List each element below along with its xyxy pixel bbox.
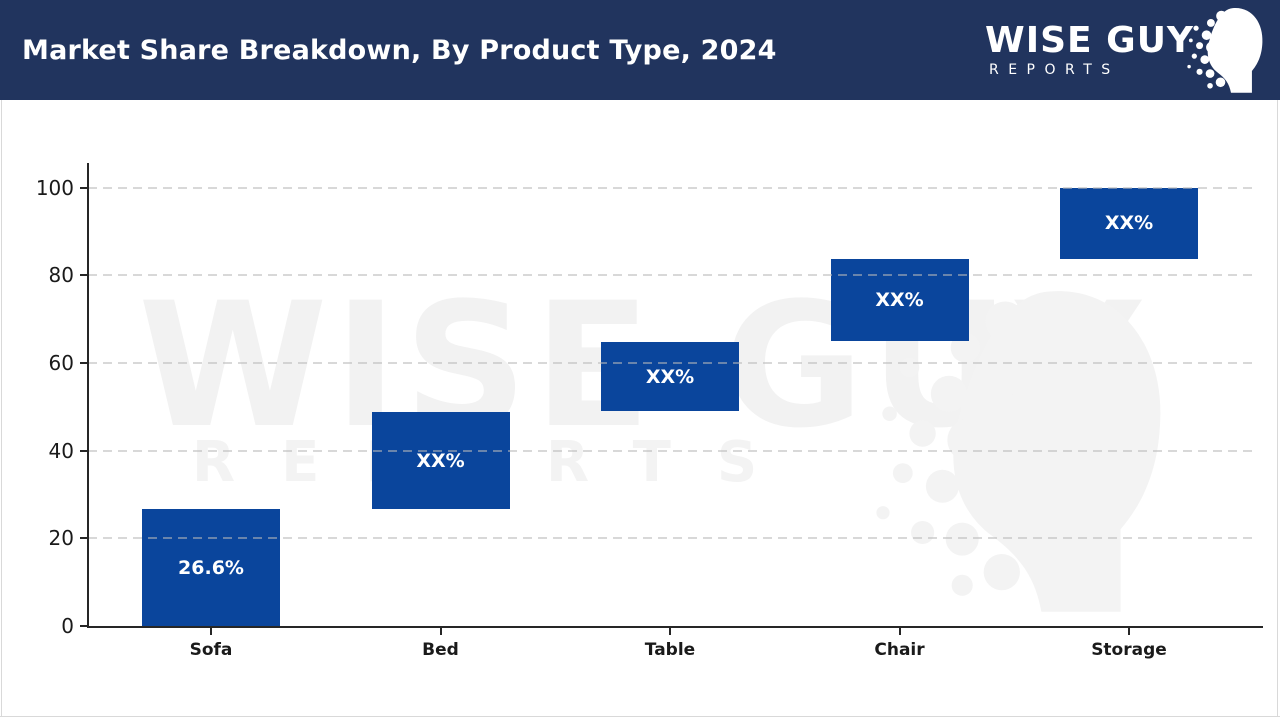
grid-line <box>88 361 1253 364</box>
bar-label: XX% <box>645 365 695 388</box>
x-tick-mark <box>210 628 212 635</box>
brand-logo-text: WISE GUY REPORTS <box>984 19 1194 78</box>
x-tick-label: Bed <box>422 640 459 660</box>
bar <box>371 412 510 510</box>
page-title: Market Share Breakdown, By Product Type,… <box>22 34 777 66</box>
bar-label: XX% <box>1104 212 1154 235</box>
bar-label: 26.6% <box>178 556 244 579</box>
y-tick-mark <box>80 186 87 189</box>
bar <box>1060 187 1198 259</box>
grid-line <box>88 274 1253 277</box>
y-tick-mark <box>80 361 87 364</box>
x-tick-mark <box>439 628 442 635</box>
frame-right-border <box>1277 100 1278 716</box>
bar-label: XX% <box>416 449 465 472</box>
grid-line <box>88 537 1253 540</box>
x-tick-label: Sofa <box>189 640 233 660</box>
y-tick-mark <box>80 449 87 452</box>
y-tick-label: 100 <box>35 175 74 200</box>
y-tick-mark <box>80 537 87 540</box>
logo-head-icon <box>1187 7 1263 93</box>
y-tick-label: 20 <box>48 526 74 551</box>
frame-left-border <box>1 100 2 716</box>
y-tick-label: 0 <box>61 614 74 638</box>
brand-subname: REPORTS <box>988 61 1120 78</box>
x-tick-label: Storage <box>1091 640 1167 660</box>
x-tick-mark <box>1128 628 1130 635</box>
y-tick-mark <box>80 274 87 277</box>
plot-area: 0 20 40 60 80 100 26.6% Sofa XX% Bed XX% Table XX% Ch… <box>0 100 1280 716</box>
x-tick-label: Table <box>644 640 696 660</box>
x-tick-label: Chair <box>874 640 925 660</box>
brand-logo: WISE GUY REPORTS <box>985 2 1280 98</box>
y-tick-label: 80 <box>48 263 74 288</box>
grid-line <box>88 186 1253 189</box>
header-band: Market Share Breakdown, By Product Type,… <box>0 0 1280 100</box>
grid-line <box>88 449 1253 452</box>
x-tick-mark <box>669 628 671 635</box>
bar <box>601 342 739 412</box>
bar <box>142 509 280 626</box>
frame-bottom-border <box>0 716 1280 717</box>
bar-label: XX% <box>875 289 924 312</box>
y-tick-label: 60 <box>48 350 74 375</box>
y-tick-mark <box>80 625 87 627</box>
y-tick-label: 40 <box>48 438 74 463</box>
x-axis-line <box>87 626 1263 628</box>
x-tick-mark <box>898 628 901 635</box>
brand-name: WISE GUY <box>984 19 1194 61</box>
bar <box>830 259 969 341</box>
y-axis-line <box>87 163 89 628</box>
